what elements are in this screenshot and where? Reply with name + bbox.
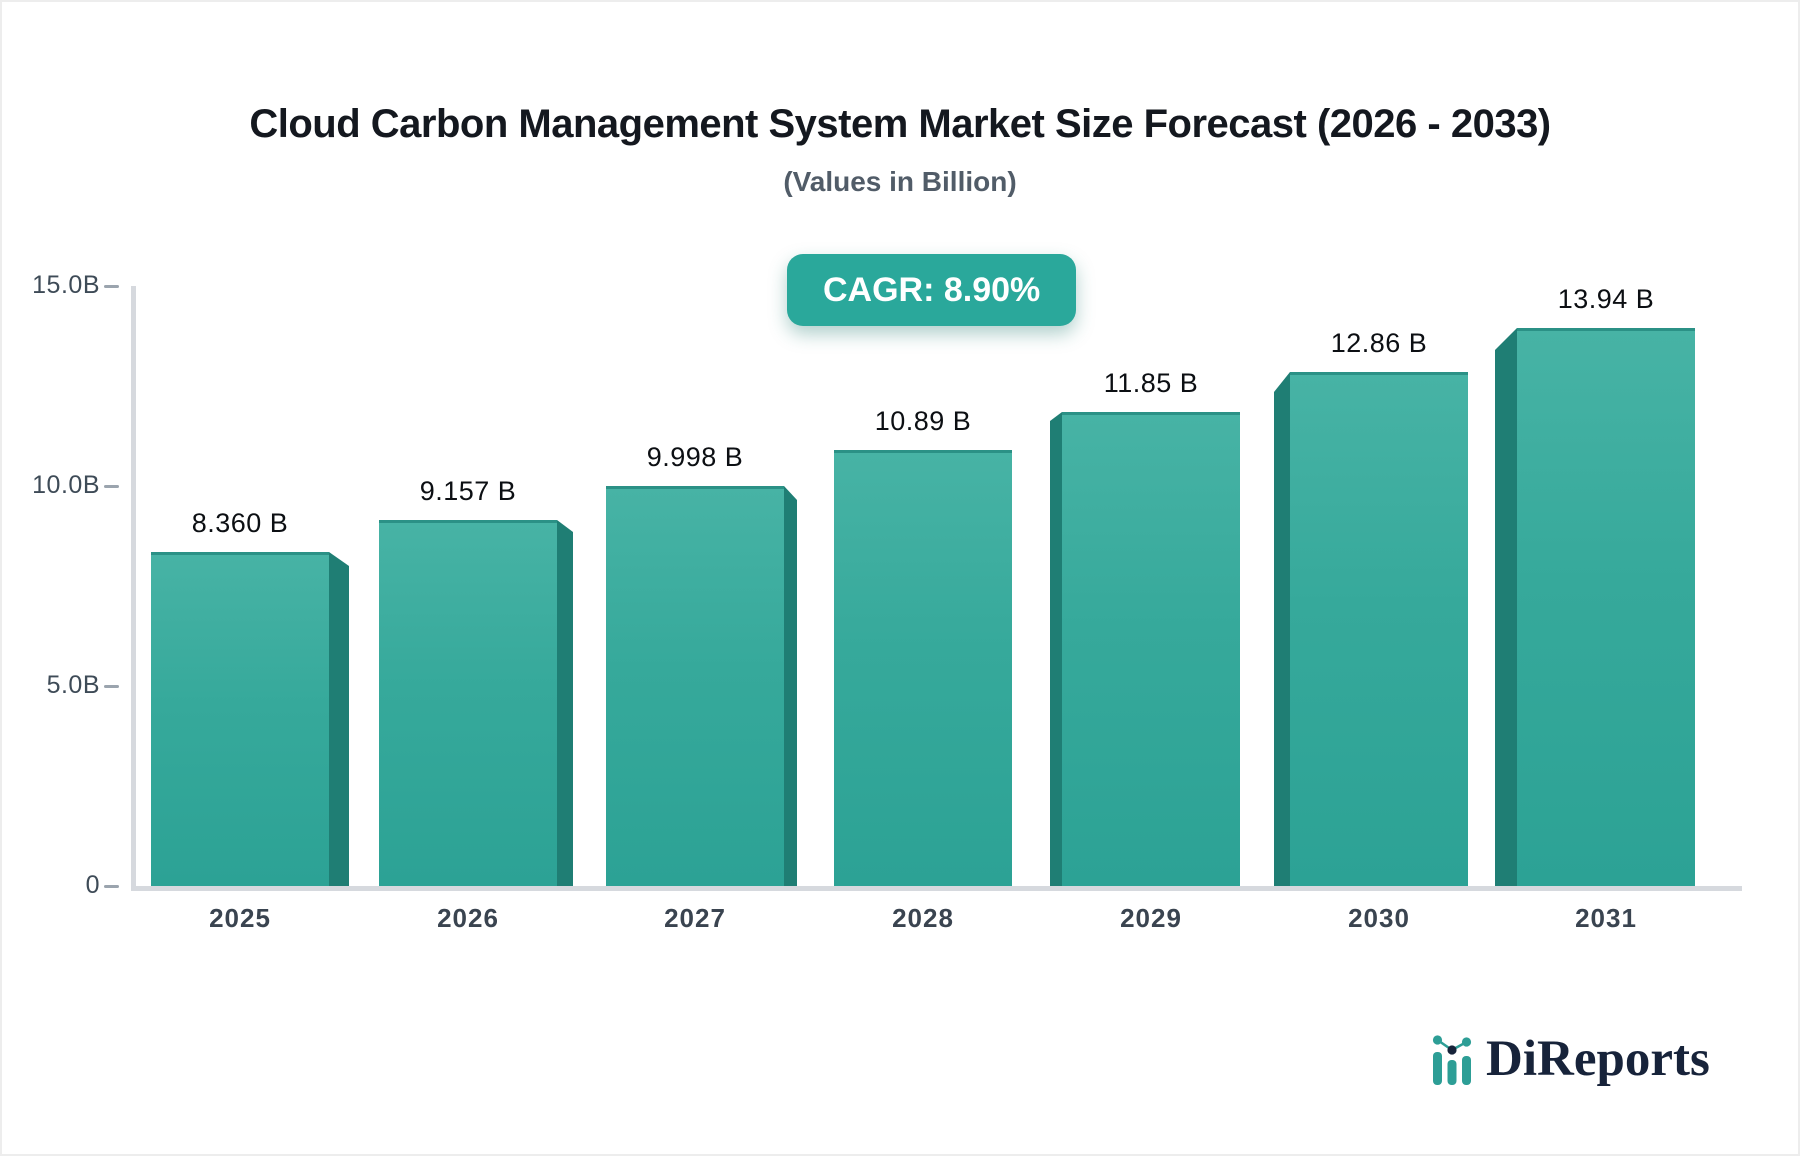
direports-logo: DiReports xyxy=(1430,1030,1710,1088)
logo-dot xyxy=(1432,1035,1443,1045)
bar-value-label: 9.157 B xyxy=(419,476,517,506)
x-tick-label: 2025 xyxy=(209,903,271,933)
y-tick-label: 5.0B xyxy=(46,671,100,699)
logo-dot xyxy=(1461,1037,1472,1047)
bar-side-face xyxy=(1495,328,1517,886)
y-tick-mark xyxy=(104,485,119,488)
bar-value-label: 12.86 B xyxy=(1330,328,1428,358)
x-tick-label: 2027 xyxy=(664,903,726,933)
bar-face xyxy=(834,450,1012,886)
y-tick-mark xyxy=(104,885,119,888)
bar-value-label: 9.998 B xyxy=(646,442,744,472)
chart-title: Cloud Carbon Management System Market Si… xyxy=(249,102,1551,146)
y-tick-mark xyxy=(104,685,119,688)
y-tick-label: 0 xyxy=(85,871,100,899)
x-tick-label: 2029 xyxy=(1120,903,1182,933)
bar-side-face xyxy=(557,520,573,886)
logo-mini-bar xyxy=(1433,1052,1442,1085)
logo-mini-bar xyxy=(1447,1060,1457,1085)
bar-value-label: 8.360 B xyxy=(191,508,289,538)
bar-side-face xyxy=(1274,372,1290,886)
cagr-badge: CAGR: 8.90% xyxy=(787,254,1077,326)
direports-logo-icon xyxy=(1432,1035,1472,1085)
y-tick-label: 15.0B xyxy=(32,271,100,299)
bar-side-face xyxy=(1050,412,1062,886)
bar-face xyxy=(379,520,557,886)
bar-face xyxy=(1517,328,1695,886)
bar-side-face xyxy=(784,486,797,886)
bar-face xyxy=(606,486,784,886)
x-tick-label: 2026 xyxy=(437,903,499,933)
x-tick-label: 2031 xyxy=(1575,903,1637,933)
bar-value-label: 10.89 B xyxy=(874,406,972,436)
bar-face xyxy=(1062,412,1240,886)
y-axis-line xyxy=(131,286,136,888)
bar-side-face xyxy=(329,552,349,886)
direports-logo-text: DiReports xyxy=(1486,1031,1710,1087)
bar-face xyxy=(1290,372,1468,886)
bar-value-label: 13.94 B xyxy=(1557,284,1655,314)
bar-face xyxy=(151,552,329,886)
logo-dot xyxy=(1447,1045,1457,1055)
logo-mini-bar xyxy=(1462,1056,1471,1085)
y-tick-label: 10.0B xyxy=(32,471,100,499)
x-tick-label: 2028 xyxy=(892,903,954,933)
chart-subtitle: (Values in Billion) xyxy=(783,166,1017,197)
y-tick-mark xyxy=(104,285,119,288)
x-tick-label: 2030 xyxy=(1348,903,1410,933)
x-axis-line xyxy=(131,886,1742,891)
bar-value-label: 11.85 B xyxy=(1103,368,1199,398)
